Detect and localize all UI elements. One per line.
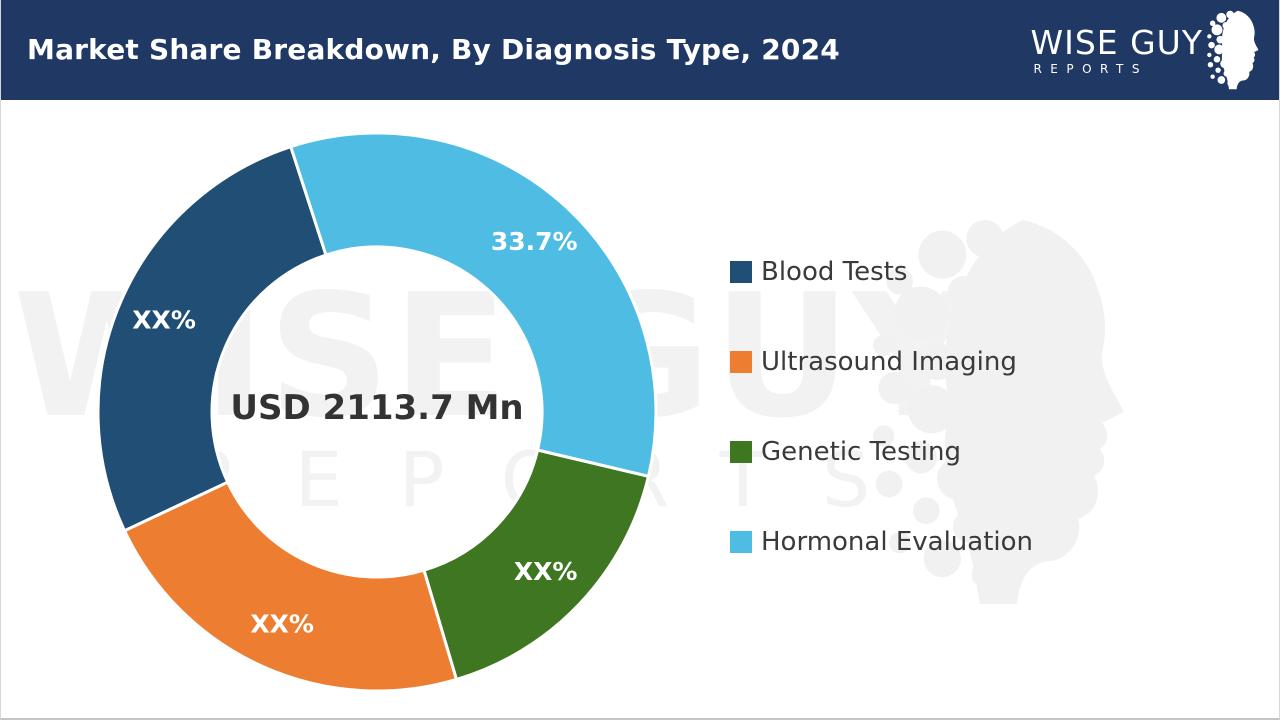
brand-logo: WISE GUY REPORTS bbox=[1030, 8, 1265, 92]
legend-item: Hormonal Evaluation bbox=[730, 528, 1033, 556]
legend-swatch bbox=[730, 261, 752, 283]
chart-area: WISE GUY REPORTS XX%XX%XX%33.7% USD 2113… bbox=[1, 100, 1279, 718]
legend-swatch bbox=[730, 531, 752, 553]
brand-logo-text: WISE GUY REPORTS bbox=[1030, 26, 1203, 75]
brand-face-icon bbox=[1205, 8, 1265, 92]
donut-slice bbox=[96, 145, 328, 533]
legend-item: Blood Tests bbox=[730, 258, 1033, 286]
legend-item: Genetic Testing bbox=[730, 438, 1033, 466]
slice-value-label: XX% bbox=[250, 609, 314, 638]
donut-slice bbox=[123, 480, 459, 693]
legend-label: Hormonal Evaluation bbox=[761, 527, 1034, 557]
donut-slice bbox=[422, 448, 650, 681]
legend-label: Ultrasound Imaging bbox=[761, 347, 1017, 377]
legend-label: Blood Tests bbox=[761, 257, 908, 287]
slice-value-label: XX% bbox=[514, 557, 578, 586]
legend-swatch bbox=[730, 441, 752, 463]
legend-label: Genetic Testing bbox=[761, 437, 962, 467]
legend-swatch bbox=[730, 351, 752, 373]
chart-center-value: USD 2113.7 Mn bbox=[230, 388, 524, 428]
donut-slice bbox=[289, 131, 658, 478]
donut-chart: XX% XX% XX% 33.7% bbox=[96, 131, 658, 693]
brand-tagline: REPORTS bbox=[1033, 61, 1148, 76]
chart-legend: Blood Tests Ultrasound Imaging Genetic T… bbox=[730, 258, 1033, 618]
slice-value-label: 33.7% bbox=[491, 227, 578, 256]
legend-item: Ultrasound Imaging bbox=[730, 348, 1033, 376]
page-title: Market Share Breakdown, By Diagnosis Typ… bbox=[27, 32, 840, 66]
brand-wordmark: WISE GUY bbox=[1030, 22, 1203, 62]
slice-value-label: XX% bbox=[132, 306, 196, 335]
header-bar: Market Share Breakdown, By Diagnosis Typ… bbox=[1, 0, 1279, 100]
